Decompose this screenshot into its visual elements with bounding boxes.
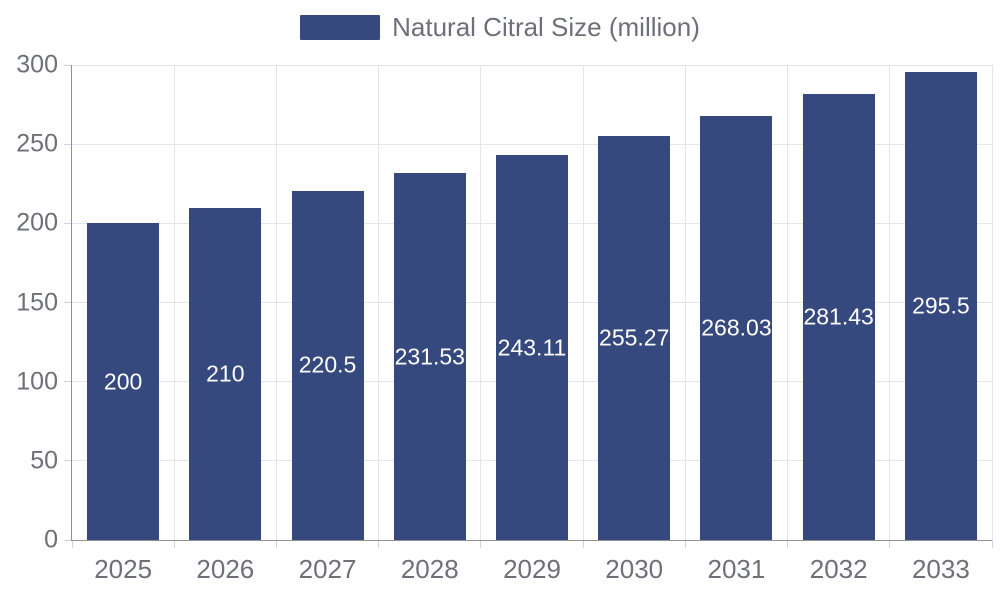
x-axis-tick-label: 2030: [605, 554, 664, 584]
bar-2029[interactable]: [496, 155, 568, 540]
x-axis-tick: [889, 540, 891, 548]
bar-2032[interactable]: [802, 94, 875, 540]
bar-value-label: 295.5: [912, 292, 970, 319]
bar-value-label: 243.11: [497, 334, 567, 361]
y-axis-tick-label: 300: [16, 50, 58, 79]
x-gridline: [991, 65, 993, 540]
x-gridline: [378, 65, 380, 540]
x-axis-tick: [991, 540, 993, 548]
x-gridline: [275, 65, 277, 540]
y-axis-tick-label: 200: [16, 208, 58, 237]
bar-2033[interactable]: [904, 72, 977, 540]
x-axis-tick: [684, 540, 686, 548]
bar-value-label: 200: [103, 368, 143, 395]
y-axis-tick-label: 50: [30, 446, 58, 475]
x-axis-tick-label: 2033: [911, 554, 970, 584]
bar-value-label: 220.5: [298, 351, 357, 378]
y-axis-tick-label: 100: [16, 367, 58, 396]
y-axis-tick: [64, 64, 72, 66]
x-axis-tick-label: 2027: [298, 554, 357, 584]
x-axis-tick: [787, 540, 789, 548]
x-axis-tick: [275, 540, 277, 548]
y-axis-tick: [64, 539, 72, 541]
x-axis-line: [71, 540, 992, 541]
x-gridline: [787, 65, 789, 540]
x-axis-tick: [173, 540, 175, 548]
bar-2028[interactable]: [393, 173, 466, 540]
x-axis-tick: [71, 540, 73, 548]
bar-2026[interactable]: [189, 207, 262, 540]
x-axis-tick-label: 2026: [196, 554, 255, 584]
x-axis-tick: [582, 540, 584, 548]
bar-value-label: 255.27: [599, 324, 670, 351]
legend[interactable]: Natural Citral Size (million): [0, 13, 1000, 41]
x-axis-tick-label: 2028: [400, 554, 459, 584]
x-gridline: [480, 65, 482, 540]
x-axis-tick-label: 2029: [503, 554, 561, 584]
bar-2030[interactable]: [598, 135, 671, 540]
bar-2027[interactable]: [291, 190, 364, 540]
bar-value-label: 268.03: [701, 314, 772, 341]
bar-2031[interactable]: [700, 115, 773, 540]
y-gridline: [72, 64, 992, 66]
y-axis-tick: [64, 302, 72, 303]
y-axis-tick: [64, 381, 72, 383]
legend-swatch: [300, 14, 381, 40]
x-axis-tick: [378, 540, 380, 548]
legend-label: Natural Citral Size (million): [392, 12, 700, 42]
x-axis-tick-label: 2025: [94, 554, 153, 584]
y-axis-tick: [64, 143, 72, 145]
y-axis-tick-label: 250: [16, 129, 58, 158]
x-axis-tick-label: 2031: [707, 554, 766, 584]
y-axis-tick: [64, 222, 72, 224]
y-axis-tick-label: 150: [16, 288, 58, 316]
y-axis-tick-label: 0: [44, 525, 58, 554]
y-gridline: [72, 143, 992, 145]
bar-value-label: 210: [206, 360, 245, 387]
bar-2025[interactable]: [87, 223, 160, 540]
x-axis-tick-label: 2032: [809, 554, 868, 584]
x-gridline: [582, 65, 584, 540]
x-gridline: [173, 65, 175, 540]
bar-value-label: 231.53: [394, 343, 465, 370]
x-gridline: [684, 65, 686, 540]
x-axis-tick: [480, 540, 482, 548]
y-axis-tick: [64, 460, 72, 462]
bar-value-label: 281.43: [803, 303, 874, 330]
x-gridline: [889, 65, 891, 540]
y-axis-line: [71, 65, 72, 541]
